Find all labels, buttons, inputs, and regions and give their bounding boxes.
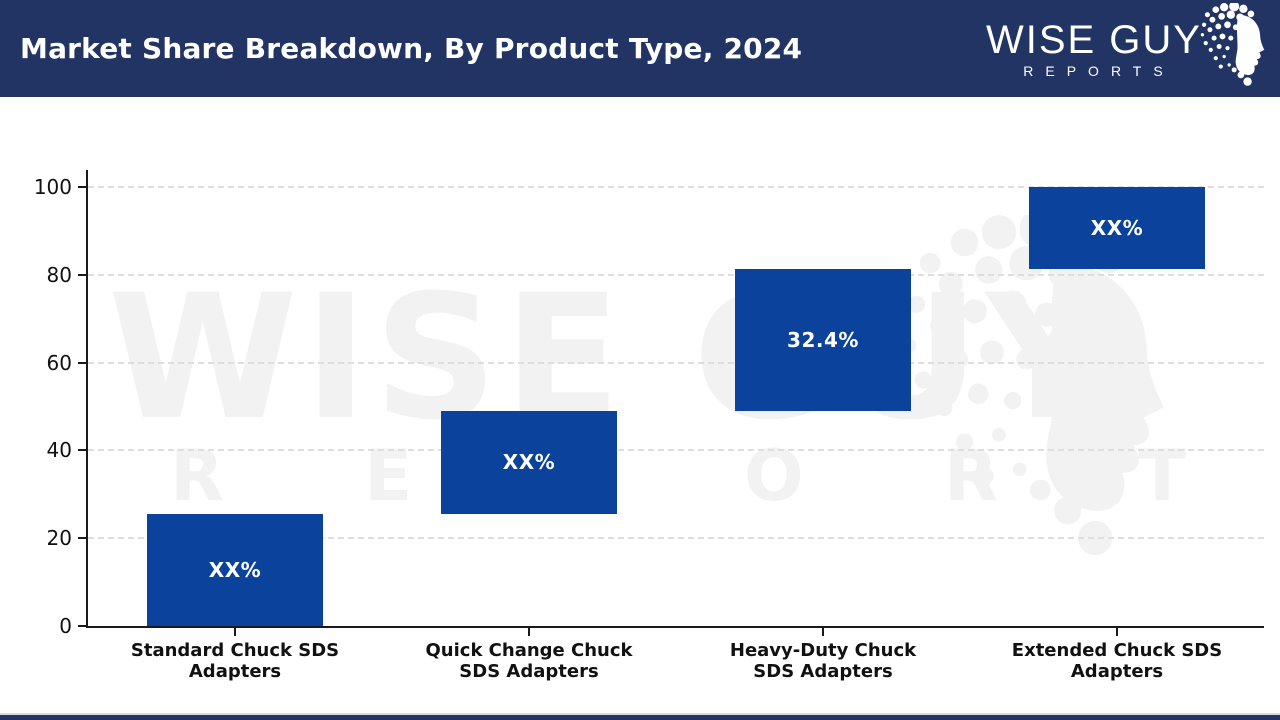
y-axis	[86, 170, 88, 628]
y-tick	[78, 186, 87, 188]
x-tick	[234, 628, 236, 636]
y-tick	[78, 449, 87, 452]
bar-value-label: 32.4%	[787, 327, 859, 352]
y-tick-label: 100	[33, 175, 72, 199]
footer-bar	[0, 715, 1280, 720]
category-label-line: Heavy-Duty Chuck	[729, 640, 917, 661]
y-tick-label: 80	[46, 262, 72, 287]
category-label-line: Standard Chuck SDS	[130, 640, 340, 661]
gridline	[88, 537, 1264, 540]
y-tick-label: 60	[46, 350, 72, 375]
y-tick-label: 20	[46, 526, 72, 551]
category-label: Extended Chuck SDS Adapters	[967, 640, 1267, 682]
x-tick	[822, 628, 824, 636]
gridline	[88, 449, 1264, 452]
category-label: Standard Chuck SDS Adapters	[85, 640, 385, 682]
bar-chart: WISE GUY R E P O R T S 020406080100XX%St…	[0, 97, 1280, 714]
bar: XX%	[1029, 187, 1205, 269]
category-label-line: Extended Chuck SDS	[1011, 640, 1223, 661]
brand-subtitle: REPORTS	[1023, 62, 1175, 79]
bar: XX%	[441, 410, 617, 515]
page-title: Market Share Breakdown, By Product Type,…	[20, 32, 803, 65]
bar-value-label: XX%	[502, 450, 556, 475]
x-tick	[528, 628, 530, 636]
bar: XX%	[147, 514, 323, 626]
y-tick	[78, 537, 87, 540]
category-label-line: SDS Adapters	[753, 661, 893, 683]
gridline	[88, 361, 1264, 364]
brand-logo: WISE GUY REPORTS	[986, 3, 1272, 95]
brand-logo-text: WISE GUY REPORTS	[986, 20, 1202, 78]
watermark-subtitle-text: R E P O R T S	[170, 435, 1280, 517]
y-tick	[78, 625, 87, 627]
bar-value-label: XX%	[1090, 215, 1144, 240]
gridline	[88, 186, 1264, 188]
gridline	[88, 273, 1264, 276]
bar-value-label: XX%	[208, 558, 262, 583]
category-label-line: SDS Adapters	[459, 661, 599, 683]
y-tick	[78, 273, 87, 276]
category-label: Quick Change Chuck SDS Adapters	[379, 640, 679, 682]
y-tick	[78, 361, 87, 364]
footer-divider	[0, 713, 1280, 715]
y-tick-label: 40	[46, 438, 72, 463]
category-label-line: Quick Change Chuck	[425, 640, 633, 661]
brand-name: WISE GUY	[985, 17, 1202, 62]
x-axis	[86, 626, 1264, 628]
category-label-line: Adapters	[1070, 661, 1164, 683]
x-tick	[1116, 628, 1118, 636]
bar: 32.4%	[735, 268, 911, 411]
header-bar: Market Share Breakdown, By Product Type,…	[0, 0, 1280, 97]
category-label-line: Adapters	[188, 661, 282, 683]
category-label: Heavy-Duty Chuck SDS Adapters	[673, 640, 973, 682]
y-tick-label: 0	[59, 614, 72, 638]
